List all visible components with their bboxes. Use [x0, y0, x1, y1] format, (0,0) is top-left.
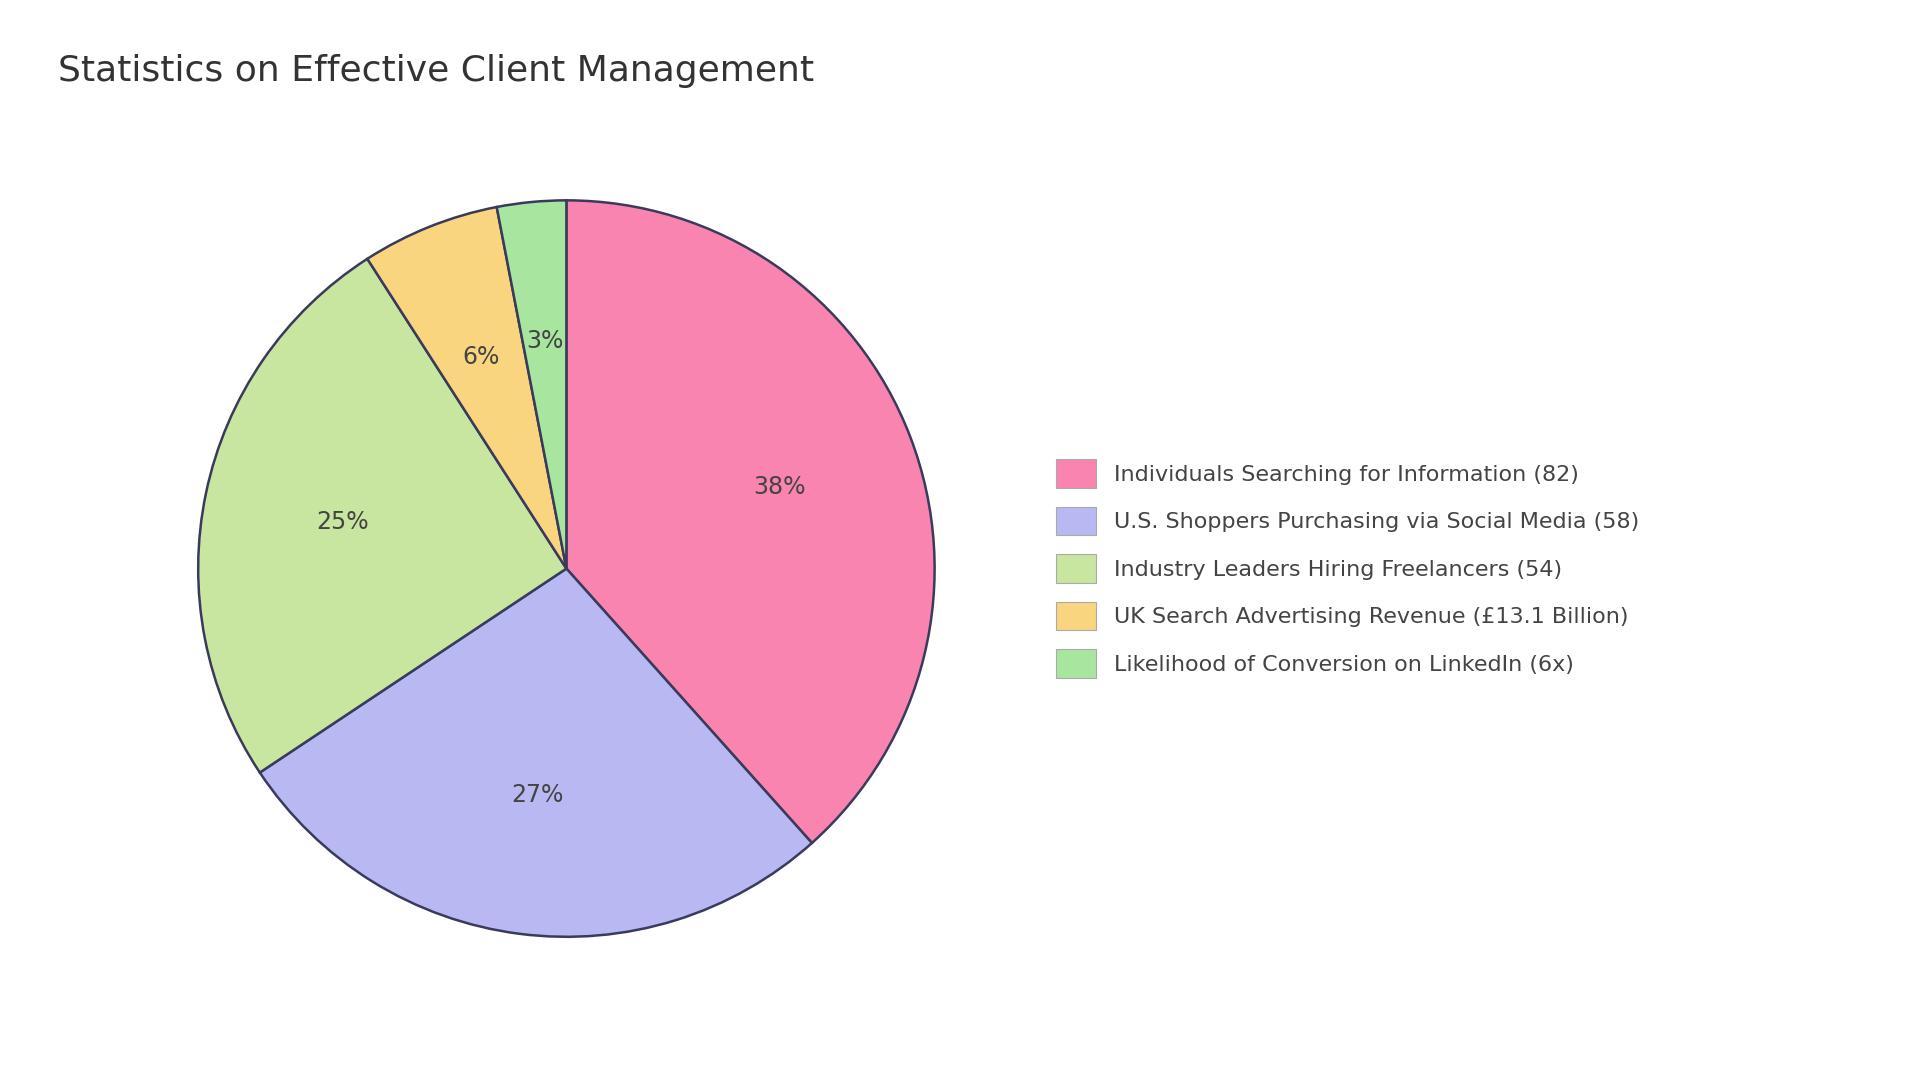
Text: 27%: 27%: [511, 783, 564, 807]
Legend: Individuals Searching for Information (82), U.S. Shoppers Purchasing via Social : Individuals Searching for Information (8…: [1056, 459, 1640, 678]
Text: 3%: 3%: [526, 329, 563, 353]
Text: 38%: 38%: [753, 475, 806, 499]
Wedge shape: [497, 200, 566, 569]
Text: 25%: 25%: [317, 510, 369, 534]
Wedge shape: [367, 207, 566, 569]
Text: Statistics on Effective Client Management: Statistics on Effective Client Managemen…: [58, 54, 814, 88]
Wedge shape: [566, 200, 935, 843]
Wedge shape: [198, 259, 566, 772]
Wedge shape: [259, 569, 812, 937]
Text: 6%: 6%: [463, 344, 501, 368]
